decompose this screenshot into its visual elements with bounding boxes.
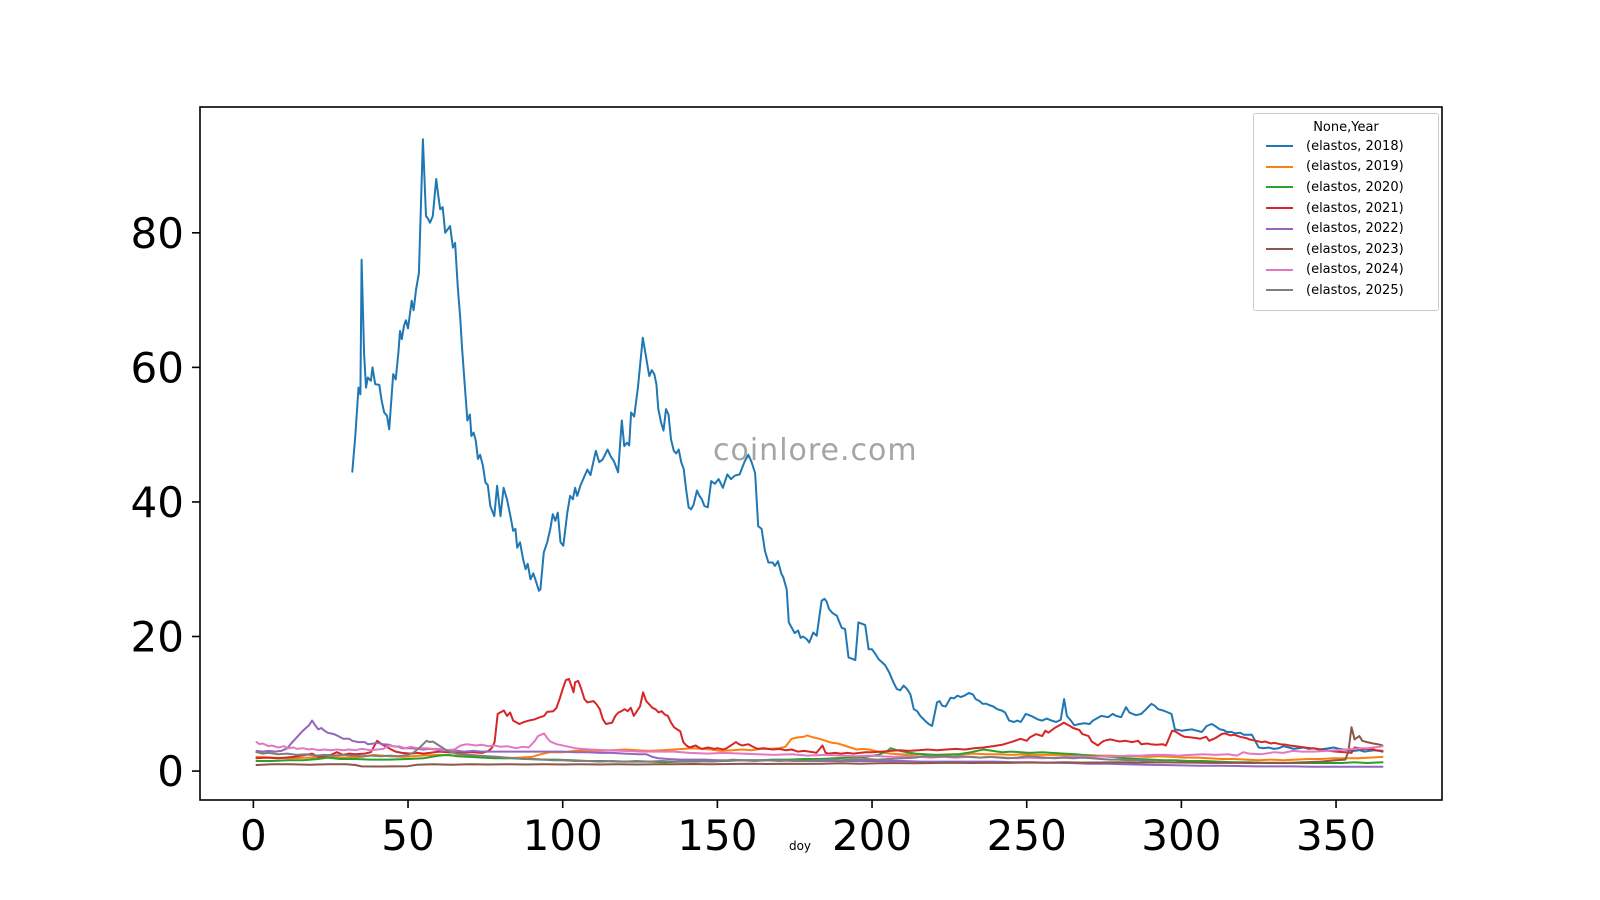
y-tick-label: 60 [131,343,184,392]
y-tick-label: 80 [131,209,184,258]
legend-line-swatch [1266,145,1293,148]
legend-item-2022: (elastos, 2022) [1254,218,1438,239]
legend-item-2018: (elastos, 2018) [1254,136,1438,157]
legend-item-label: (elastos, 2021) [1306,200,1404,216]
legend-item-label: (elastos, 2025) [1306,282,1404,298]
series-line-2018 [351,138,1384,753]
series-line-2023 [255,726,1384,768]
y-tick-label: 20 [131,613,184,662]
x-tick-label: 300 [1141,811,1221,860]
y-tick-label: 0 [157,747,184,796]
series-line-2024 [255,732,1384,760]
legend-item-label: (elastos, 2018) [1306,138,1404,154]
legend-item-label: (elastos, 2023) [1306,241,1404,257]
legend-item-2025: (elastos, 2025) [1254,280,1438,301]
legend-line-swatch [1266,248,1293,251]
watermark: coinlore.com [713,433,918,468]
series-line-2025 [255,739,1155,763]
legend-item-2020: (elastos, 2020) [1254,177,1438,198]
x-tick-label: 250 [987,811,1067,860]
x-tick-label: 50 [381,811,434,860]
legend-line-swatch [1266,186,1293,189]
x-tick-label: 200 [832,811,912,860]
legend-item-2021: (elastos, 2021) [1254,198,1438,219]
legend-item-label: (elastos, 2020) [1306,179,1404,195]
legend-line-swatch [1266,289,1293,292]
legend-title: None,Year [1313,120,1379,135]
legend-line-swatch [1266,268,1293,271]
y-tick-label: 40 [131,478,184,527]
legend-line-swatch [1266,165,1293,168]
legend-item-label: (elastos, 2024) [1306,262,1404,278]
plot-border [199,106,1443,801]
legend-item-2019: (elastos, 2019) [1254,157,1438,178]
series-line-2020 [255,747,1384,764]
legend-item-label: (elastos, 2022) [1306,221,1404,237]
legend: None,Year (elastos, 2018) (elastos, 2019)… [1253,113,1439,311]
legend-item-2024: (elastos, 2024) [1254,260,1438,281]
legend-line-swatch [1266,207,1293,210]
series-line-2019 [255,734,1384,762]
x-axis-label: doy [788,839,812,853]
x-tick-label: 350 [1296,811,1376,860]
legend-item-2023: (elastos, 2023) [1254,239,1438,260]
legend-line-swatch [1266,227,1293,230]
x-tick-label: 150 [677,811,757,860]
x-tick-label: 0 [240,811,267,860]
x-tick-label: 100 [523,811,603,860]
series-line-2021 [255,677,1384,760]
legend-item-label: (elastos, 2019) [1306,159,1404,175]
